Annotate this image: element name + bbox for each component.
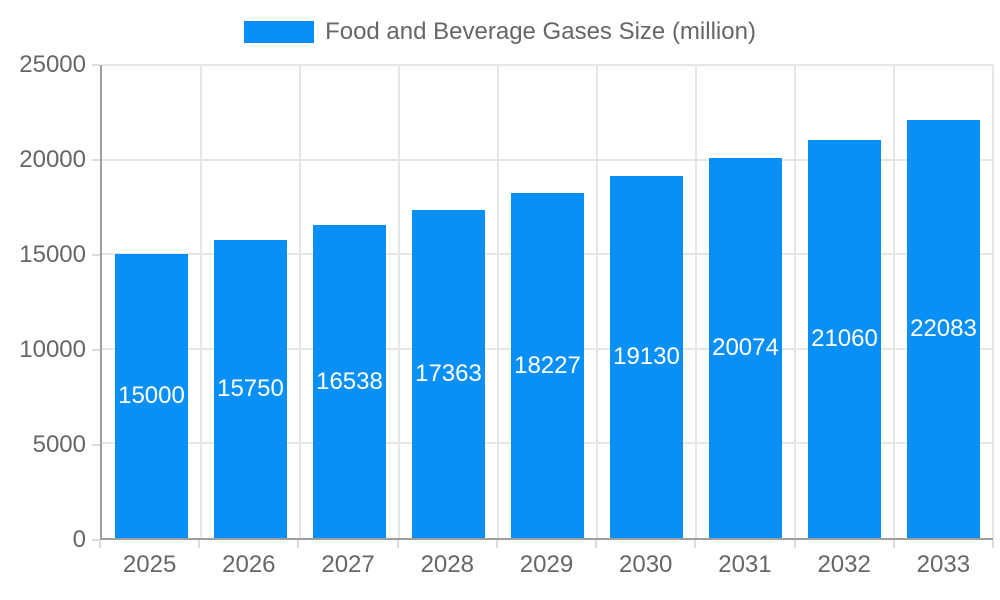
gridline-vertical [992, 65, 994, 538]
bar-value-label: 20074 [712, 334, 779, 362]
bar[interactable]: 15750 [214, 240, 287, 538]
x-tick-label: 2029 [519, 551, 574, 578]
bar-slot: 21060 [795, 65, 894, 538]
x-tick-mark [595, 540, 598, 548]
bar[interactable]: 21060 [808, 139, 881, 538]
bar-value-label: 16538 [316, 367, 383, 395]
x-tick-label: 2033 [916, 551, 971, 578]
x-tick-mark [694, 540, 697, 548]
bar-slot: 22083 [894, 65, 993, 538]
y-tick-mark [92, 539, 100, 541]
gridline-vertical [694, 65, 697, 538]
x-tick-label: 2031 [718, 551, 772, 578]
x-tick-mark [495, 540, 498, 548]
y-tick-label: 20000 [19, 146, 86, 173]
bar-value-label: 22083 [910, 315, 977, 343]
x-tick-label: 2032 [817, 551, 871, 578]
legend-swatch-icon [244, 21, 315, 43]
bar-slot: 15000 [102, 65, 201, 538]
bar-slot: 17363 [399, 65, 498, 538]
gridline-vertical [397, 65, 400, 538]
gridline-vertical [298, 65, 301, 538]
bar-value-label: 17363 [415, 359, 482, 387]
y-tick-mark [92, 444, 100, 446]
bar[interactable]: 15000 [115, 254, 188, 538]
y-tick-mark [92, 254, 100, 256]
y-tick-mark [92, 64, 100, 66]
bar-slot: 19130 [597, 65, 696, 538]
x-tick-mark [297, 540, 300, 548]
x-tick-mark [99, 540, 101, 548]
bar-value-label: 15750 [217, 375, 284, 402]
y-tick-label: 15000 [19, 241, 86, 268]
gridline-vertical [199, 65, 202, 538]
bar[interactable]: 17363 [412, 209, 485, 538]
bar-value-label: 15000 [118, 382, 185, 410]
gridline-vertical [596, 65, 598, 538]
bar[interactable]: 22083 [907, 120, 980, 538]
bar-value-label: 19130 [613, 343, 680, 371]
gridline-vertical [794, 65, 796, 538]
y-tick-mark [92, 349, 100, 351]
y-tick-mark [92, 159, 100, 161]
bar-value-label: 21060 [811, 324, 878, 352]
x-tick-label: 2027 [321, 551, 375, 578]
x-tick-mark [992, 540, 994, 548]
gridline-horizontal [102, 64, 993, 66]
gridline-vertical [892, 65, 895, 538]
bar-slot: 16538 [300, 65, 399, 538]
x-tick-label: 2028 [420, 551, 474, 578]
y-tick-label: 0 [72, 526, 86, 553]
x-tick-mark [892, 540, 895, 548]
y-tick-label: 25000 [19, 51, 86, 78]
x-tick-mark [198, 540, 201, 548]
gridline-vertical [496, 65, 499, 538]
bar[interactable]: 18227 [511, 193, 584, 538]
bar-series: 15000 15750 16538 17363 18227 19130 20074 21060… [102, 65, 993, 538]
legend[interactable]: Food and Beverage Gases Size (million) [0, 20, 1000, 44]
y-axis: 0 5000 10000 15000 20000 25000 [0, 53, 100, 552]
bar-value-label: 18227 [514, 351, 581, 379]
x-axis-labels: 2025 2026 2027 2028 2029 2030 2031 2032 2033 [100, 551, 993, 578]
y-tick-label: 10000 [19, 336, 86, 363]
plot-area: 15000 15750 16538 17363 18227 19130 20074 21060… [100, 64, 994, 540]
gridline-horizontal [102, 158, 993, 161]
bar[interactable]: 20074 [709, 158, 782, 538]
bar-slot: 20074 [696, 65, 795, 538]
x-tick-mark [396, 540, 399, 548]
bar-slot: 18227 [498, 65, 597, 538]
bar-slot: 15750 [201, 65, 300, 538]
legend-label: Food and Beverage Gases Size (million) [325, 18, 756, 45]
bar[interactable]: 16538 [313, 225, 386, 538]
bar[interactable]: 19130 [610, 176, 683, 538]
x-axis-ticks [99, 540, 994, 548]
x-tick-label: 2025 [122, 551, 177, 578]
x-tick-label: 2030 [619, 551, 673, 578]
x-tick-mark [793, 540, 796, 548]
x-tick-label: 2026 [222, 551, 276, 578]
y-tick-label: 5000 [32, 431, 86, 458]
